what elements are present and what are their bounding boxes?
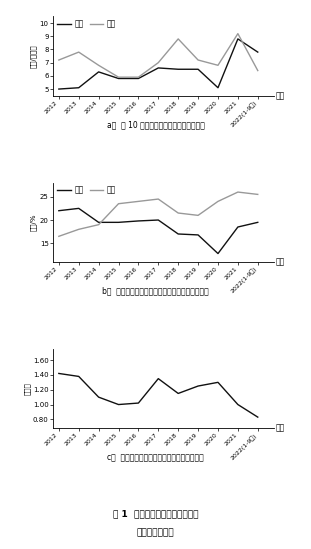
Text: 年份: 年份 — [276, 257, 285, 266]
Text: 年份: 年份 — [276, 424, 285, 433]
Y-axis label: 金额比: 金额比 — [24, 382, 30, 395]
Text: c）  辅助装置及零部件不同年度进出口金额比: c） 辅助装置及零部件不同年度进出口金额比 — [107, 453, 204, 462]
Y-axis label: 金额/亿美元: 金额/亿美元 — [30, 44, 37, 68]
Text: 年份: 年份 — [276, 91, 285, 100]
Y-axis label: 比例/%: 比例/% — [30, 214, 37, 231]
Text: b）  辅助装置及零部件进出口占纺机进出口的比例: b） 辅助装置及零部件进出口占纺机进出口的比例 — [102, 287, 209, 296]
Text: a）  近 10 年辅助装置及零部件进出口数据: a） 近 10 年辅助装置及零部件进出口数据 — [107, 120, 204, 130]
Legend: 出口, 进口: 出口, 进口 — [57, 185, 116, 195]
Text: 进出口数据曲线: 进出口数据曲线 — [137, 528, 174, 537]
Text: 图 1  不同年度辅助装置及零部件: 图 1 不同年度辅助装置及零部件 — [113, 510, 198, 519]
Legend: 出口, 进口: 出口, 进口 — [57, 19, 116, 29]
